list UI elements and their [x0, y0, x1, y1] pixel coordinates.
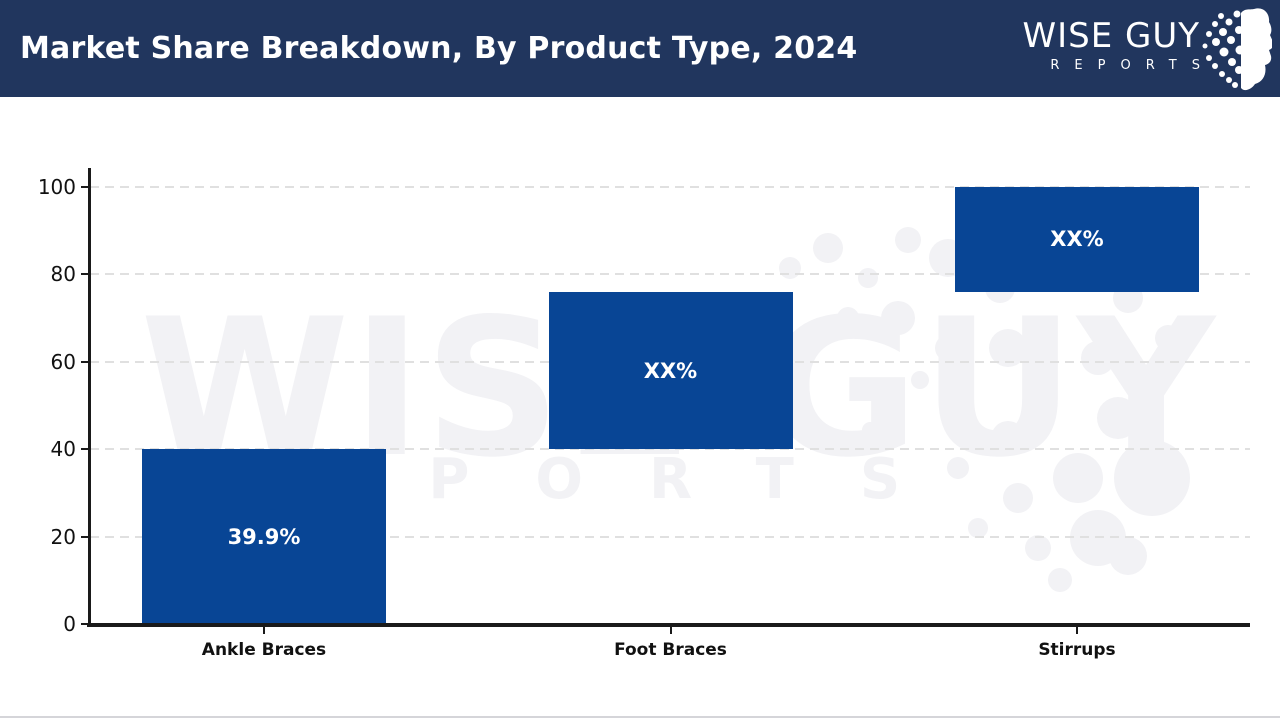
- y-tick-label-0: 0: [63, 612, 76, 636]
- bar-value-label: 39.9%: [227, 524, 301, 549]
- watermark-dot: [1081, 341, 1115, 375]
- y-tick-mark-80: [81, 273, 89, 275]
- wise-guy-reports-logo: WISE GUY REPORTS: [1012, 0, 1272, 97]
- watermark-dot: [947, 457, 969, 479]
- watermark-dot: [813, 233, 843, 263]
- bar-stirrups: XX%: [955, 186, 1199, 292]
- x-axis-line: [87, 623, 1250, 627]
- y-tick-label-80: 80: [50, 262, 76, 286]
- gridline-20: [90, 535, 1250, 538]
- gridline-100: [90, 185, 1250, 188]
- logo-text: WISE GUY REPORTS: [1022, 18, 1200, 76]
- x-category-label-foot-braces: Foot Braces: [614, 640, 727, 660]
- y-tick-mark-60: [81, 360, 89, 363]
- watermark-dot: [1114, 440, 1190, 516]
- bar-value-label: XX%: [1050, 227, 1104, 252]
- bar-value-label: XX%: [643, 358, 698, 383]
- page-title: Market Share Breakdown, By Product Type,…: [20, 31, 858, 66]
- watermark-dot: [1025, 535, 1051, 561]
- watermark-dot: [1109, 537, 1147, 575]
- watermark-dot: [1155, 325, 1181, 351]
- x-tick-mark-2: [1076, 626, 1078, 634]
- y-tick-label-100: 100: [37, 174, 76, 199]
- bar-ankle-braces: 39.9%: [142, 449, 386, 624]
- y-tick-mark-100: [81, 185, 89, 188]
- watermark-dot: [862, 422, 878, 438]
- logo-subtitle: REPORTS: [1050, 58, 1215, 73]
- watermark-dot: [881, 301, 915, 335]
- logo-face-icon: [1202, 8, 1272, 91]
- x-category-label-stirrups: Stirrups: [1038, 640, 1116, 660]
- watermark-dot: [1003, 483, 1033, 513]
- watermark-dot: [968, 518, 988, 538]
- watermark-dot: [943, 393, 973, 423]
- y-tick-label-20: 20: [50, 524, 76, 549]
- gridline-80: [90, 273, 1250, 275]
- watermark-dot: [1053, 453, 1103, 503]
- x-tick-mark-1: [669, 626, 672, 634]
- watermark-dot: [837, 307, 859, 329]
- bottom-border-line: [0, 716, 1280, 718]
- y-tick-mark-0: [81, 623, 89, 625]
- watermark-dot: [858, 268, 878, 288]
- y-tick-label-60: 60: [50, 349, 76, 374]
- watermark-dot: [1097, 397, 1139, 439]
- watermark-dot: [895, 227, 921, 253]
- y-axis-line: [88, 168, 91, 627]
- watermark-dot: [935, 335, 961, 361]
- y-tick-mark-40: [81, 448, 89, 450]
- y-tick-label-40: 40: [50, 437, 76, 461]
- watermark-dot: [1048, 568, 1072, 592]
- bar-foot-braces: XX%: [548, 291, 793, 450]
- y-tick-mark-20: [81, 535, 89, 538]
- logo-wordmark: WISE GUY: [1022, 16, 1200, 56]
- watermark-dot: [779, 257, 801, 279]
- watermark-dot: [911, 371, 929, 389]
- header-bar: Market Share Breakdown, By Product Type,…: [0, 0, 1280, 97]
- x-category-label-ankle-braces: Ankle Braces: [201, 640, 327, 660]
- x-tick-mark-0: [263, 626, 265, 634]
